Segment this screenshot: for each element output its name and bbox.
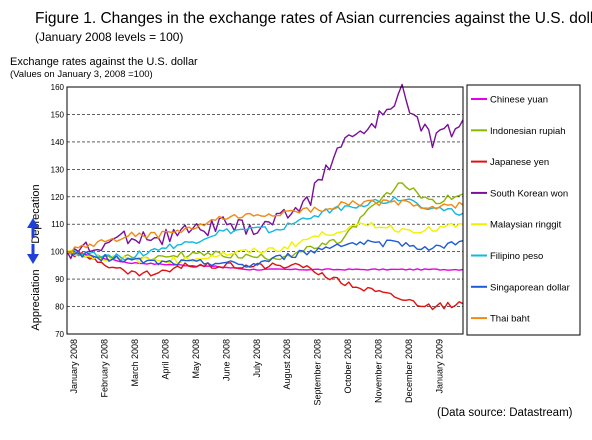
appreciation-label: Appreciation	[30, 269, 42, 330]
y-tick-label: 80	[55, 303, 64, 312]
x-tick-label: January 2008	[69, 339, 79, 394]
y-tick-label: 70	[55, 330, 64, 339]
y-tick-label: 150	[51, 110, 65, 119]
y-tick-label: 100	[51, 248, 65, 257]
x-tick-label: December 2008	[404, 339, 414, 403]
y-tick-label: 140	[51, 138, 65, 147]
series-line	[66, 83, 464, 260]
x-tick-label: May 2008	[191, 339, 201, 379]
x-tick-label: April 2008	[160, 339, 170, 380]
grid-lines	[67, 114, 463, 307]
legend-label: Filipino peso	[490, 251, 543, 262]
data-source-note: (Data source: Datastream)	[437, 407, 573, 419]
legend-label: Chinese yuan	[490, 95, 548, 106]
legend-label: Thai baht	[490, 314, 530, 325]
page-subtitle: (January 2008 levels = 100)	[35, 30, 184, 44]
x-tick-label: February 2008	[99, 339, 109, 398]
appreciation-arrow-icon	[27, 244, 39, 264]
legend-label: Singaporean dollar	[490, 282, 570, 293]
y-tick-label: 120	[51, 193, 65, 202]
x-tick-label: March 2008	[130, 339, 140, 387]
x-tick-labels: January 2008 February 2008 March 2008 April…	[69, 339, 445, 406]
y-axis-label: Exchange rates against the U.S. dollar	[10, 56, 198, 68]
legend-label: Japanese yen	[490, 157, 549, 168]
x-tick-label: November 2008	[374, 339, 384, 403]
y-axis-note: (Values on January 3, 2008 =100)	[10, 69, 153, 80]
legend-label: Malaysian ringgit	[490, 220, 562, 231]
deprecation-arrow-icon	[27, 218, 39, 238]
x-tick-label: January 2009	[435, 339, 445, 394]
x-tick-label: September 2008	[313, 339, 323, 406]
plot-frame	[66, 86, 464, 335]
y-tick-labels: 70 80 90 100 110 120 130 140 150 160	[51, 83, 65, 339]
series-line	[66, 239, 464, 268]
x-tick-label: July 2008	[252, 339, 262, 378]
y-tick-label: 110	[51, 220, 64, 229]
series-line	[66, 221, 464, 264]
x-tick-label: August 2008	[282, 339, 292, 390]
y-tick-label: 160	[51, 83, 65, 92]
legend-label: South Korean won	[490, 188, 568, 199]
series-line	[66, 251, 464, 311]
y-tick-label: 90	[55, 275, 64, 284]
series-lines	[66, 83, 464, 311]
series-line	[66, 199, 464, 255]
legend-box	[466, 84, 581, 336]
legend-label: Indonesian rupiah	[490, 126, 566, 137]
x-tick-label: June 2008	[221, 339, 231, 381]
y-tick-label: 130	[51, 165, 65, 174]
series-line	[66, 196, 464, 261]
x-tick-label: October 2008	[343, 339, 353, 394]
page-title: Figure 1. Changes in the exchange rates …	[35, 10, 592, 27]
legend: Chinese yuan Indonesian rupiah Japanese ye…	[471, 95, 570, 325]
